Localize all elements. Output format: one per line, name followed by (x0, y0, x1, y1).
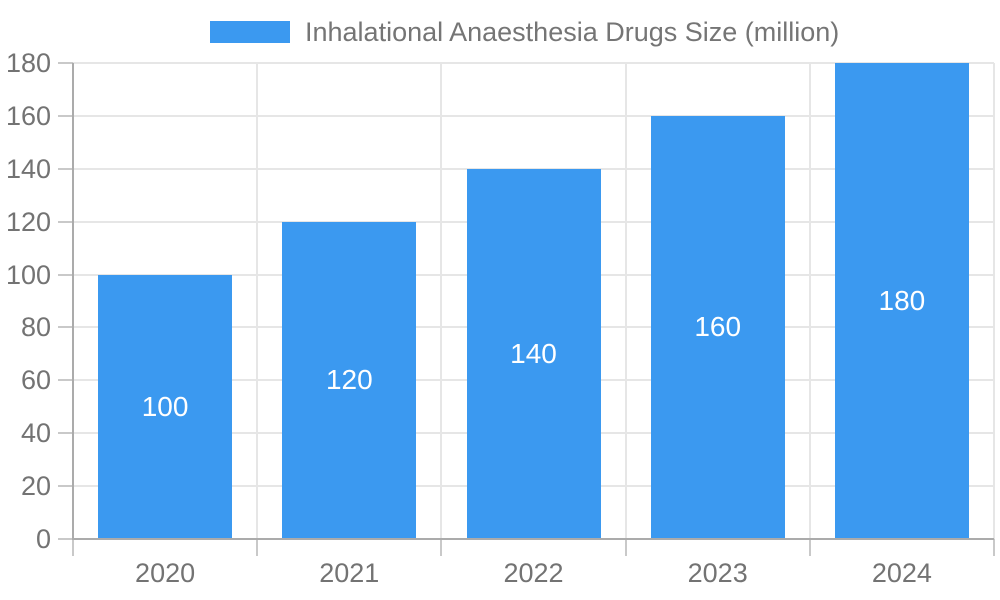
bar-2023[interactable]: 160 (650, 115, 785, 539)
y-axis-label-40: 40 (20, 418, 51, 449)
y-tick-140 (58, 167, 73, 170)
x-tick-2 (440, 539, 443, 556)
y-tick-80 (58, 326, 73, 329)
y-axis-label-100: 100 (5, 259, 51, 290)
x-tick-4 (808, 539, 811, 556)
vgridline-5 (993, 63, 995, 539)
y-axis-label-80: 80 (20, 312, 51, 343)
legend[interactable]: Inhalational Anaesthesia Drugs Size (mil… (210, 16, 839, 48)
x-axis-label-2020: 2020 (135, 558, 196, 588)
legend-swatch (210, 21, 290, 43)
gridline-180 (73, 62, 994, 64)
legend-label: Inhalational Anaesthesia Drugs Size (mil… (305, 16, 840, 47)
bar-value-label-2024: 180 (878, 285, 926, 316)
bar-value-label-2021: 120 (325, 364, 373, 396)
vgridline-1 (256, 63, 259, 539)
x-tick-0 (72, 539, 74, 556)
y-tick-180 (58, 62, 73, 64)
y-tick-40 (58, 432, 73, 435)
vgridline-2 (440, 63, 443, 539)
y-axis-label-0: 0 (35, 524, 51, 554)
y-axis-label-60: 60 (20, 365, 51, 396)
y-tick-60 (58, 379, 73, 382)
bar-2020[interactable]: 100 (98, 274, 233, 539)
y-tick-100 (58, 273, 73, 276)
bar-value-label-2022: 140 (510, 337, 557, 369)
x-axis-line (72, 538, 994, 540)
bar-value-label-2020: 100 (141, 390, 189, 422)
vgridline-4 (808, 63, 811, 539)
gridline-160 (73, 114, 994, 117)
bar-2024[interactable]: 180 (834, 63, 969, 539)
x-axis-label-2023: 2023 (687, 558, 748, 588)
vgridline-3 (624, 63, 627, 539)
x-tick-5 (993, 539, 995, 556)
x-tick-3 (624, 539, 627, 556)
y-tick-0 (58, 538, 73, 540)
y-axis-label-120: 120 (5, 206, 51, 237)
y-tick-160 (58, 114, 73, 117)
bar-2022[interactable]: 140 (466, 168, 601, 539)
x-axis-label-2024: 2024 (871, 558, 932, 588)
y-axis-label-160: 160 (5, 100, 51, 131)
x-axis-label-2022: 2022 (503, 558, 564, 588)
y-axis-label-20: 20 (20, 471, 51, 502)
y-axis-label-180: 180 (5, 48, 51, 78)
y-tick-120 (58, 220, 73, 223)
y-tick-20 (58, 485, 73, 488)
y-axis-label-140: 140 (5, 153, 51, 184)
bar-2021[interactable]: 120 (282, 221, 417, 539)
y-axis-line (72, 63, 74, 539)
x-tick-1 (256, 539, 259, 556)
bar-value-label-2023: 160 (694, 311, 742, 343)
x-axis-label-2021: 2021 (319, 558, 380, 588)
